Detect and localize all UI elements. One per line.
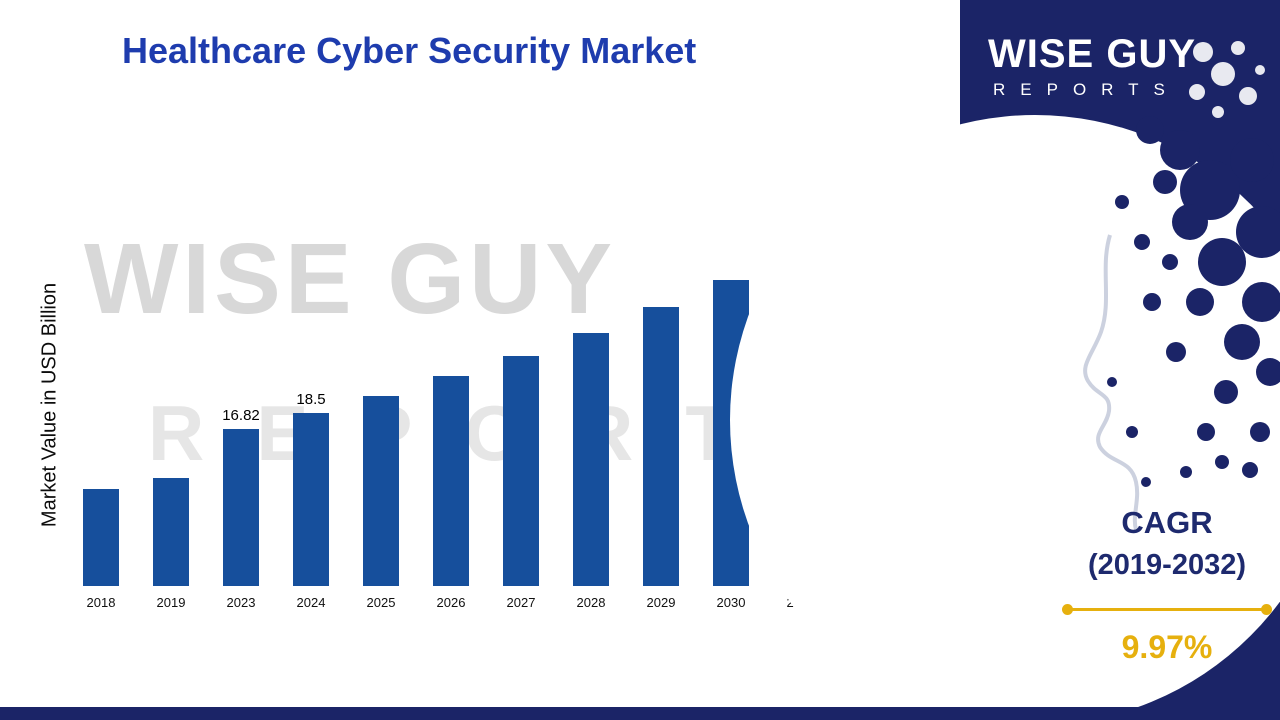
cagr-value: 9.97% bbox=[1121, 629, 1213, 665]
bar-2024 bbox=[293, 413, 329, 586]
brand-logo-line1: WISE GUY bbox=[988, 32, 1197, 76]
bar-2027 bbox=[503, 356, 539, 586]
bar-2018 bbox=[83, 489, 119, 586]
bottom-accent-bar bbox=[0, 707, 1280, 720]
x-axis-label-2018: 2018 bbox=[86, 595, 116, 610]
bar-2025 bbox=[363, 396, 399, 586]
x-axis-label-2027: 2027 bbox=[506, 595, 536, 610]
bar-column-2027: 2027 bbox=[486, 334, 556, 610]
bar-2019 bbox=[153, 478, 189, 586]
x-axis-label-2024: 2024 bbox=[296, 595, 326, 610]
x-axis-label-2019: 2019 bbox=[156, 595, 186, 610]
bar-2028 bbox=[573, 333, 609, 586]
x-axis-label-2025: 2025 bbox=[366, 595, 396, 610]
bar-column-2028: 2028 bbox=[556, 311, 626, 610]
cagr-label: CAGR bbox=[1121, 505, 1213, 540]
x-axis-label-2026: 2026 bbox=[436, 595, 466, 610]
x-axis-label-2029: 2029 bbox=[646, 595, 676, 610]
page-title: Healthcare Cyber Security Market bbox=[122, 30, 697, 71]
cagr-block: CAGR (2019-2032) 9.97% bbox=[1062, 505, 1272, 666]
bar-column-2023: 16.82 2023 bbox=[206, 407, 276, 610]
bar-value-label-2024: 18.5 bbox=[296, 391, 326, 408]
bar-2023 bbox=[223, 429, 259, 586]
bar-2029 bbox=[643, 307, 679, 586]
cagr-range: (2019-2032) bbox=[1088, 549, 1246, 581]
bar-column-2026: 2026 bbox=[416, 354, 486, 610]
bar-column-2019: 2019 bbox=[136, 456, 206, 610]
watermark-line1: WISE GUY bbox=[84, 223, 617, 335]
x-axis-label-2028: 2028 bbox=[576, 595, 606, 610]
cagr-divider-line bbox=[1062, 604, 1272, 615]
y-axis-label: Market Value in USD Billion bbox=[38, 282, 61, 528]
x-axis-label-2023: 2023 bbox=[226, 595, 256, 610]
bar-column-2024: 18.5 2024 bbox=[276, 391, 346, 610]
brand-panel: WISE GUY REPORTS CAGR (2019-2032) 9.97% bbox=[730, 0, 1280, 720]
dotted-face-graphic bbox=[1083, 41, 1280, 531]
brand-logo-line2: REPORTS bbox=[993, 80, 1180, 99]
bar-2026 bbox=[433, 376, 469, 586]
bar-column-2018: 2018 bbox=[66, 467, 136, 610]
bar-value-label-2023: 16.82 bbox=[222, 407, 260, 424]
brand-logo: WISE GUY REPORTS bbox=[988, 32, 1196, 100]
bar-column-2029: 2029 bbox=[626, 285, 696, 610]
bar-column-2025: 2025 bbox=[346, 374, 416, 610]
x-axis-label-2030: 2030 bbox=[716, 595, 746, 610]
